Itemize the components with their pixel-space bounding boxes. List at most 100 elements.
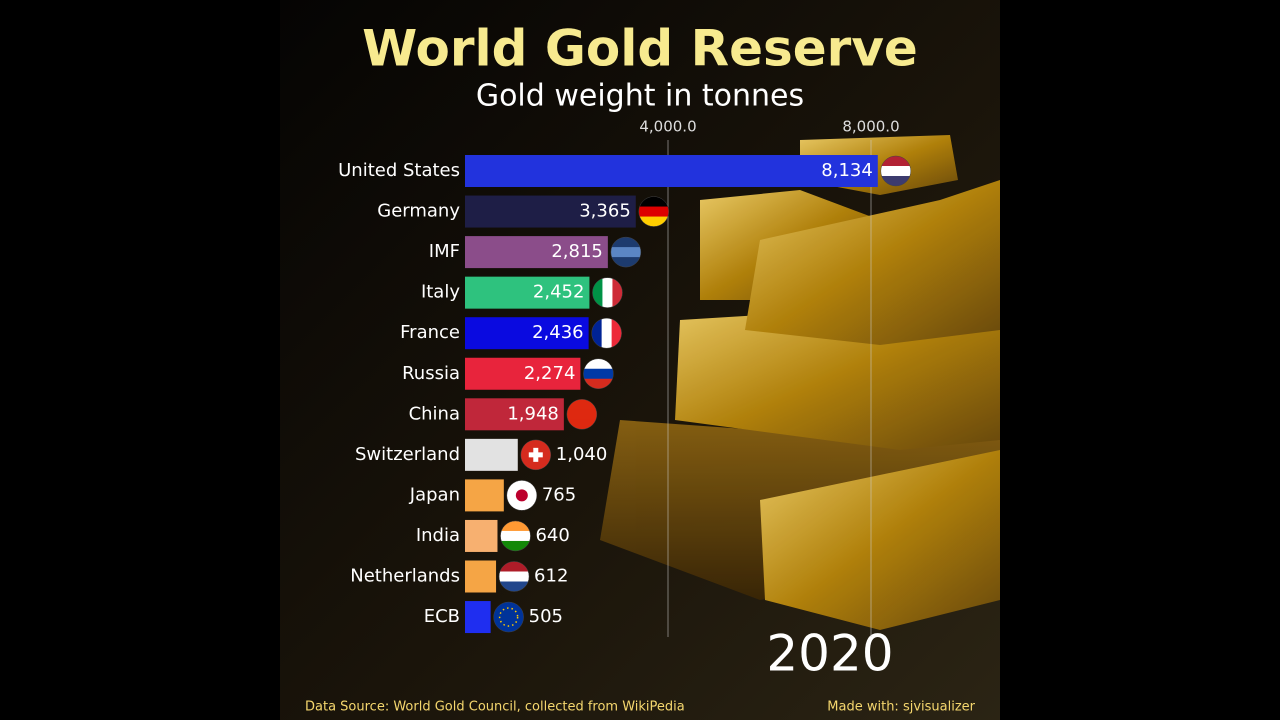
flag-icon xyxy=(638,196,670,227)
flag-icon xyxy=(591,317,622,349)
flag-border xyxy=(520,439,552,471)
flag-stripe xyxy=(602,277,613,308)
bar xyxy=(465,438,518,471)
y-tick-label: United States xyxy=(338,160,460,181)
bar xyxy=(465,195,636,228)
value-label: 1,040 xyxy=(556,444,608,465)
flag-border xyxy=(591,317,622,349)
y-tick-label: Italy xyxy=(421,282,460,303)
y-tick-label: China xyxy=(409,403,460,424)
flag-stripe xyxy=(493,622,524,633)
flag-stripe xyxy=(880,176,911,186)
flag-stripe xyxy=(500,520,531,532)
flag-stripe xyxy=(499,581,530,592)
flag-stripe xyxy=(610,257,641,268)
flag-stripe xyxy=(880,156,911,167)
flag-border xyxy=(880,155,912,187)
y-tick-label: Switzerland xyxy=(355,444,460,465)
y-tick-label: Germany xyxy=(377,201,460,222)
chart-title: World Gold Reserve xyxy=(362,20,918,78)
flag-icon xyxy=(592,277,623,308)
value-label: 1,948 xyxy=(507,403,559,424)
source-note: Data Source: World Gold Council, collect… xyxy=(305,700,685,715)
flag-icon xyxy=(583,358,614,389)
flag-stripe xyxy=(610,237,641,248)
flag-stripe xyxy=(638,216,669,227)
flag-stripe xyxy=(499,571,530,582)
flag-border xyxy=(592,277,623,308)
y-tick-label: IMF xyxy=(429,241,460,262)
value-label: 612 xyxy=(534,566,568,587)
gold-bars-art xyxy=(600,135,1000,630)
flag-stripe xyxy=(611,318,622,349)
flag-border xyxy=(583,358,614,389)
flag-stripe xyxy=(500,530,531,542)
flag-stripe xyxy=(493,602,524,613)
flag-border xyxy=(506,480,538,511)
credit-note: Made with: sjvisualizer xyxy=(827,700,975,715)
flag-stripe xyxy=(638,206,669,218)
flag-icon xyxy=(610,236,642,268)
flag-icon xyxy=(498,561,530,592)
flag-stripe xyxy=(638,196,669,208)
flag-icon xyxy=(880,155,912,187)
flag-icon xyxy=(566,399,598,430)
x-tick-label: 8,000.0 xyxy=(842,118,899,136)
flag-stripe xyxy=(566,409,597,420)
y-tick-label: Japan xyxy=(409,484,460,505)
bar xyxy=(465,357,581,390)
flag-stripe xyxy=(566,419,597,430)
bar xyxy=(465,479,504,512)
flag-stripe xyxy=(566,399,597,410)
y-tick-label: India xyxy=(416,525,460,546)
flag-icon xyxy=(493,601,524,633)
y-tick-label: ECB xyxy=(424,606,460,627)
bar xyxy=(465,560,497,593)
flag-stripe xyxy=(592,277,603,308)
flag-icon xyxy=(506,480,538,511)
flag-stripe xyxy=(601,318,613,349)
flag-stripe xyxy=(506,480,537,491)
flag-border xyxy=(500,520,531,552)
value-label: 3,365 xyxy=(579,201,631,222)
value-label: 2,452 xyxy=(533,282,585,303)
y-tick-label: Netherlands xyxy=(350,566,460,587)
value-label: 765 xyxy=(542,484,576,505)
flag-icon xyxy=(520,439,552,471)
flag-border xyxy=(610,236,642,268)
bar xyxy=(465,155,878,187)
flag-stripe xyxy=(520,439,551,451)
flag-icon xyxy=(500,520,531,552)
flag-border xyxy=(566,399,598,430)
y-tick-label: France xyxy=(400,322,460,343)
flag-stripe xyxy=(610,247,641,258)
flag-stripe xyxy=(583,378,614,389)
flag-stripe xyxy=(880,166,911,177)
flag-stripe xyxy=(493,612,524,623)
y-tick-label: Russia xyxy=(402,363,460,384)
flag-border xyxy=(638,196,670,227)
year-label: 2020 xyxy=(766,625,893,683)
value-label: 640 xyxy=(535,525,569,546)
flag-stripe xyxy=(591,318,603,349)
flag-stripe xyxy=(583,358,614,370)
value-label: 2,815 xyxy=(551,241,603,262)
flag-stripe xyxy=(520,459,551,470)
value-label: 2,436 xyxy=(532,322,584,343)
bar xyxy=(465,398,564,431)
flag-stripe xyxy=(583,368,614,380)
bar xyxy=(465,601,491,634)
flag-border xyxy=(498,561,530,592)
bar xyxy=(465,276,590,309)
bar xyxy=(465,519,498,552)
value-label: 2,274 xyxy=(524,363,576,384)
flag-stripe xyxy=(612,277,623,308)
flag-sun xyxy=(515,489,528,502)
bar xyxy=(465,236,608,269)
chart-subtitle: Gold weight in tonnes xyxy=(476,79,804,114)
flag-border xyxy=(493,601,524,633)
value-label: 505 xyxy=(529,606,563,627)
value-label: 8,134 xyxy=(821,160,873,181)
